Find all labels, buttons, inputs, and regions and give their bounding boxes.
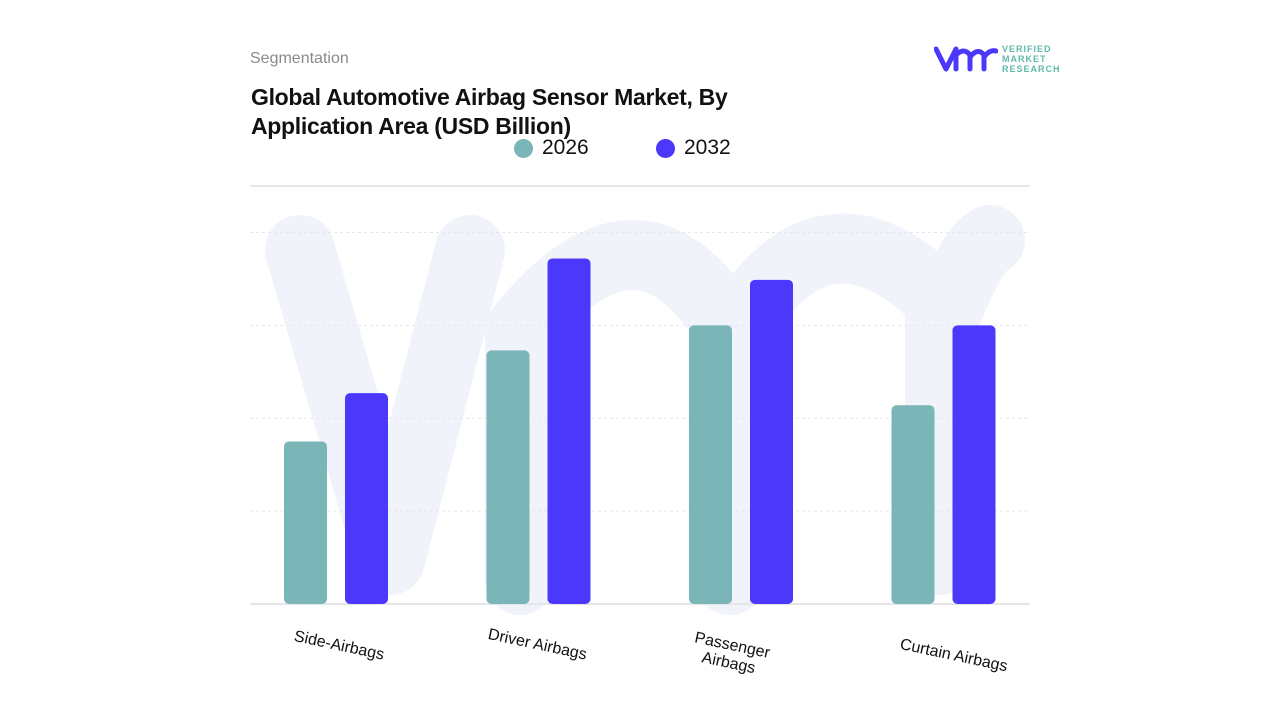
logo-line2: MARKET	[1002, 54, 1047, 64]
section-label: Segmentation	[250, 50, 349, 67]
vmr-logo: VERIFIED MARKET RESEARCH	[934, 44, 1061, 74]
bar-2026-side-airbags	[284, 441, 327, 604]
logo-line3: RESEARCH	[1002, 64, 1061, 74]
bar-2032-side-airbags	[345, 393, 388, 604]
legend-swatch-2032	[656, 138, 675, 158]
vmr-logo-text: VERIFIED MARKET RESEARCH	[1002, 44, 1061, 74]
watermark-logo	[265, 205, 1025, 615]
legend-label-2026: 2026	[542, 136, 589, 159]
bar-2026-driver-airbags	[486, 350, 530, 604]
legend-item-2032: 2032	[656, 136, 731, 160]
vmr-logo-mark-icon	[934, 46, 998, 72]
logo-line1: VERIFIED	[1002, 44, 1052, 54]
bar-2032-passenger-airbags	[750, 279, 793, 604]
chart-title: Global Automotive Airbag Sensor Market, …	[251, 84, 728, 139]
legend-swatch-2026	[514, 138, 533, 158]
bar-2026-passenger-airbags	[689, 325, 732, 604]
bar-2032-curtain-airbags	[952, 325, 996, 604]
legend-label-2032: 2032	[684, 136, 731, 159]
legend-item-2026: 2026	[514, 136, 589, 160]
bar-2026-curtain-airbags	[891, 405, 935, 604]
bar-2032-driver-airbags	[547, 258, 591, 604]
